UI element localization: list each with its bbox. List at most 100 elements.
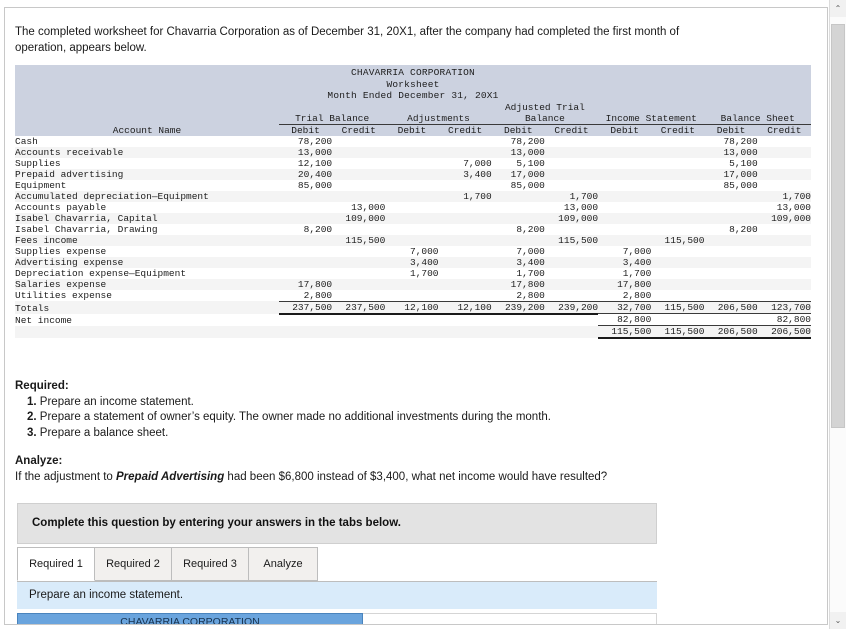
complete-question-bar: Complete this question by entering your … [17, 503, 657, 544]
adj-credit-cell: 1,700 [438, 190, 492, 202]
adj-credit-cell: 12,100 [438, 301, 492, 315]
account-name-cell: Equipment [15, 179, 279, 191]
column-header-atb-debit: Debit [491, 124, 545, 136]
is-debit-cell: 2,800 [598, 289, 652, 302]
grand-totals-row: 115,500 115,500 206,500 206,500 [15, 325, 811, 339]
worksheet-body: Cash 78,200 78,200 78,200 Accounts receivabl… [15, 135, 811, 339]
atb-credit-cell [544, 168, 599, 180]
is-debit-cell [598, 201, 652, 213]
tb-credit-cell: 109,000 [332, 212, 386, 224]
is-credit-cell: 115,500 [651, 325, 705, 339]
intro-paragraph: The completed worksheet for Chavarria Co… [15, 26, 680, 54]
is-debit-cell: 7,000 [598, 245, 652, 257]
is-credit-cell [651, 212, 705, 224]
column-header-adj-debit: Debit [385, 124, 439, 136]
adj-debit-cell [385, 325, 439, 338]
table-row: Equipment 85,000 85,000 85,000 [15, 179, 811, 191]
required-item-3: 3. Prepare a balance sheet. [27, 426, 715, 442]
is-debit-cell [598, 168, 652, 180]
tb-credit-cell: 115,500 [332, 234, 386, 246]
adj-credit-cell [438, 245, 492, 257]
atb-credit-cell [544, 135, 599, 147]
tb-credit-cell: 237,500 [332, 301, 386, 315]
tb-debit-cell [278, 234, 333, 246]
group-adjusted-trial-balance: Balance [491, 112, 599, 125]
required-item-number: 1. [27, 395, 40, 408]
required-list: 1. Prepare an income statement. 2. Prepar… [15, 395, 715, 442]
account-name-cell: Accounts payable [15, 201, 279, 213]
bs-debit-cell [704, 256, 758, 268]
tab-required-3[interactable]: Required 3 [171, 547, 249, 581]
bs-credit-cell [757, 157, 811, 169]
chevron-up-icon[interactable]: ⌃ [830, 0, 846, 17]
vertical-scrollbar[interactable]: ⌃ ⌄ [829, 0, 846, 629]
atb-debit-cell: 5,100 [491, 157, 545, 169]
adj-credit-cell [438, 212, 492, 224]
adj-debit-cell: 7,000 [385, 245, 439, 257]
column-header-account-name: Account Name [15, 124, 279, 136]
tb-debit-cell [278, 313, 333, 326]
adj-credit-cell [438, 223, 492, 235]
adj-credit-cell [438, 146, 492, 158]
analyze-text-before: If the adjustment to [15, 470, 117, 483]
bs-debit-cell [704, 267, 758, 279]
atb-debit-cell: 13,000 [491, 146, 545, 158]
adj-credit-cell [438, 201, 492, 213]
bs-debit-cell [704, 212, 758, 224]
group-income-statement: Income Statement [598, 112, 705, 125]
adj-debit-cell [385, 168, 439, 180]
tab-required-2[interactable]: Required 2 [94, 547, 172, 581]
adj-credit-cell [438, 234, 492, 246]
table-row: Supplies expense 7,000 7,000 7,000 [15, 245, 811, 257]
tb-debit-cell [278, 212, 333, 224]
adj-debit-cell [385, 289, 439, 302]
adj-debit-cell [385, 190, 439, 202]
account-name-cell: Totals [15, 301, 279, 314]
column-header-tb-debit: Debit [278, 124, 333, 136]
atb-credit-cell [544, 267, 599, 279]
tb-credit-cell [332, 313, 386, 326]
tb-debit-cell: 85,000 [278, 179, 333, 191]
table-row: Supplies 12,100 7,000 5,100 5,100 [15, 157, 811, 169]
atb-debit-cell: 17,800 [491, 278, 545, 290]
analyze-emphasis: Prepaid Advertising [116, 470, 225, 483]
table-row: Prepaid advertising 20,400 3,400 17,000 17,0… [15, 168, 811, 180]
is-credit-cell [651, 256, 705, 268]
bs-debit-cell [704, 190, 758, 202]
tb-credit-cell [332, 157, 386, 169]
answer-table-company-header[interactable]: CHAVARRIA CORPORATION [17, 613, 363, 624]
tab-required-1[interactable]: Required 1 [17, 547, 95, 581]
worksheet-subheader-row: Account Name Debit Credit Debit Credit D… [15, 124, 811, 136]
atb-debit-cell [491, 190, 545, 202]
atb-debit-cell: 7,000 [491, 245, 545, 257]
worksheet-title: CHAVARRIA CORPORATION Worksheet Month En… [15, 67, 811, 102]
account-name-cell: Depreciation expense—Equipment [15, 267, 279, 279]
table-row: Advertising expense 3,400 3,400 3,400 [15, 256, 811, 268]
table-row: Fees income 115,500 115,500 115,500 [15, 234, 811, 246]
column-header-is-debit: Debit [598, 124, 652, 136]
atb-credit-cell [544, 313, 599, 326]
atb-debit-cell [491, 325, 545, 338]
bs-debit-cell [704, 313, 758, 326]
bs-credit-cell [757, 168, 811, 180]
analyze-text-after: had been $6,800 instead of $3,400, what … [224, 470, 608, 483]
table-row: Accounts payable 13,000 13,000 13,000 [15, 201, 811, 213]
answer-table-header-blank[interactable] [363, 613, 657, 624]
column-header-tb-credit: Credit [332, 124, 386, 136]
bs-debit-cell: 85,000 [704, 179, 758, 191]
bs-credit-cell [757, 135, 811, 147]
tab-content-instruction: Prepare an income statement. [29, 589, 184, 601]
is-credit-cell [651, 245, 705, 257]
analyze-question: If the adjustment to Prepaid Advertising… [15, 470, 775, 486]
tab-analyze[interactable]: Analyze [248, 547, 318, 581]
group-trial-balance: Trial Balance [278, 112, 386, 125]
column-header-adj-credit: Credit [438, 124, 492, 136]
bs-credit-cell [757, 289, 811, 302]
scrollbar-thumb[interactable] [831, 24, 845, 428]
is-credit-cell [651, 179, 705, 191]
adj-debit-cell [385, 278, 439, 290]
answer-tabs[interactable]: Required 1 Required 2 Required 3 Analyze [17, 547, 657, 582]
chevron-down-icon[interactable]: ⌄ [830, 612, 846, 629]
account-name-cell: Fees income [15, 234, 279, 246]
